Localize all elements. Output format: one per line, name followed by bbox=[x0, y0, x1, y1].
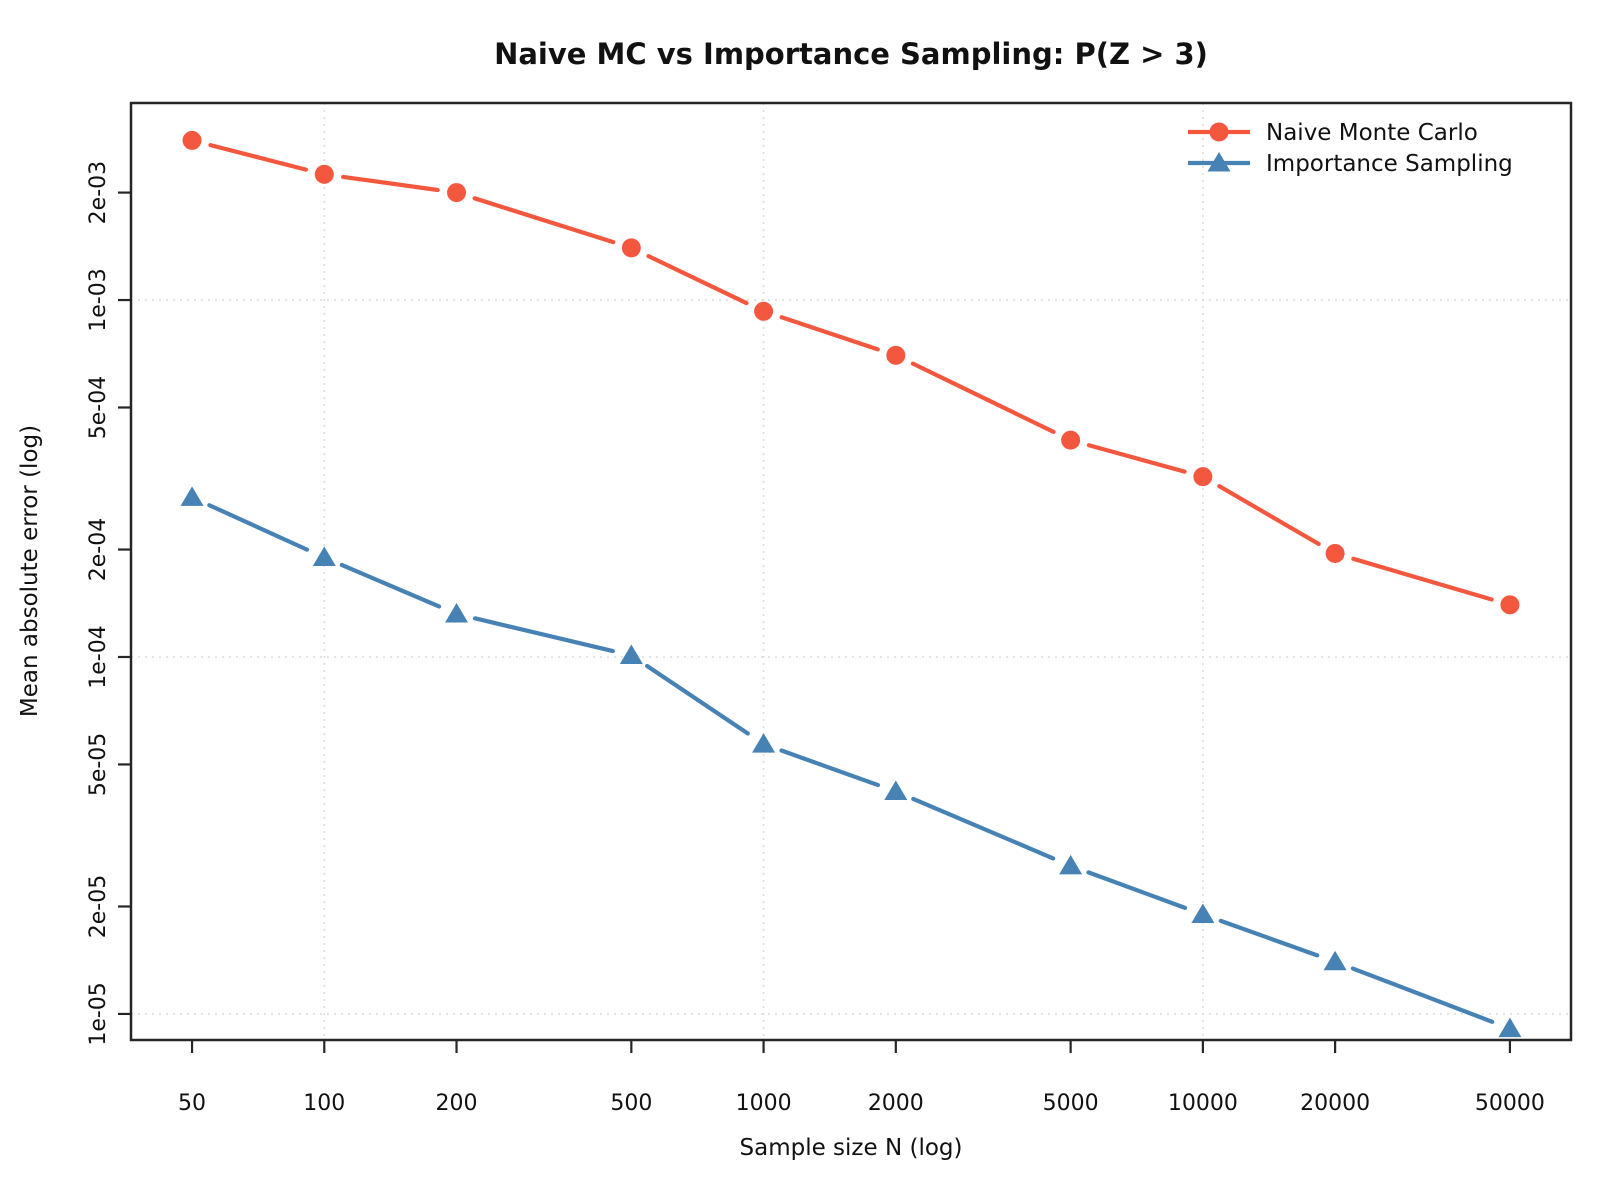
y-tick-label: 1e-03 bbox=[86, 268, 111, 331]
data-point-triangle bbox=[1498, 1017, 1522, 1038]
series-line-segment bbox=[1217, 484, 1321, 547]
data-point-triangle bbox=[180, 486, 204, 506]
legend-item-label: Naive Monte Carlo bbox=[1266, 120, 1478, 146]
x-tick-label: 2000 bbox=[868, 1091, 924, 1116]
data-point-circle bbox=[182, 130, 202, 150]
data-point-circle bbox=[1193, 467, 1213, 487]
data-point-triangle bbox=[884, 780, 908, 800]
x-tick-label: 50000 bbox=[1475, 1091, 1545, 1116]
series-line-segment bbox=[1350, 966, 1495, 1024]
y-tick-label: 2e-04 bbox=[86, 518, 111, 581]
series-line-segment bbox=[1351, 556, 1494, 602]
data-point-triangle bbox=[752, 733, 776, 753]
data-point-triangle bbox=[1191, 903, 1215, 923]
data-point-circle bbox=[621, 238, 641, 258]
series-line-segment bbox=[646, 253, 749, 306]
data-point-circle bbox=[754, 301, 774, 321]
x-tick-label: 200 bbox=[436, 1091, 478, 1116]
legend-marker-triangle bbox=[1207, 152, 1231, 172]
y-tick-label: 5e-05 bbox=[86, 733, 111, 796]
data-point-circle bbox=[1500, 595, 1520, 615]
series-line-segment bbox=[645, 663, 750, 736]
y-tick-label: 2e-03 bbox=[86, 161, 111, 224]
data-point-triangle bbox=[445, 602, 469, 623]
series-line-segment bbox=[339, 562, 442, 609]
y-axis-title: Mean absolute error (log) bbox=[17, 424, 43, 718]
chart-title: Naive MC vs Importance Sampling: P(Z > 3… bbox=[494, 37, 1208, 71]
legend-marker-circle bbox=[1209, 122, 1229, 142]
series-line-segment bbox=[1086, 443, 1187, 474]
data-point-circle bbox=[447, 183, 467, 203]
plot-frame bbox=[129, 101, 1573, 1042]
data-point-triangle bbox=[312, 546, 336, 566]
x-tick-label: 50 bbox=[178, 1091, 206, 1116]
x-axis-title: Sample size N (log) bbox=[739, 1135, 963, 1161]
series-line-segment bbox=[208, 143, 308, 172]
y-tick-label: 5e-04 bbox=[86, 376, 111, 439]
y-tick-label: 1e-04 bbox=[86, 625, 111, 688]
x-tick-label: 20000 bbox=[1300, 1091, 1370, 1116]
series-line-segment bbox=[472, 196, 616, 245]
series-line-segment bbox=[910, 361, 1056, 434]
series-line-segment bbox=[911, 796, 1056, 861]
series-line-segment bbox=[341, 174, 440, 193]
x-tick-label: 100 bbox=[303, 1091, 345, 1116]
data-point-circle bbox=[1061, 430, 1081, 450]
data-point-circle bbox=[314, 164, 334, 184]
series-line-segment bbox=[1086, 870, 1188, 910]
series-line-segment bbox=[472, 616, 615, 654]
data-point-circle bbox=[1325, 543, 1345, 563]
x-tick-label: 10000 bbox=[1168, 1091, 1238, 1116]
y-tick-label: 1e-05 bbox=[86, 982, 111, 1045]
data-point-triangle bbox=[1323, 950, 1347, 971]
data-point-circle bbox=[886, 345, 906, 365]
series-line-segment bbox=[779, 315, 880, 352]
x-tick-label: 1000 bbox=[736, 1091, 792, 1116]
legend-item-label: Importance Sampling bbox=[1266, 151, 1513, 177]
x-tick-label: 500 bbox=[610, 1091, 652, 1116]
series-line-segment bbox=[779, 748, 881, 788]
x-tick-label: 5000 bbox=[1043, 1091, 1099, 1116]
y-tick-label: 2e-05 bbox=[86, 875, 111, 938]
series-line-segment bbox=[1218, 918, 1320, 958]
data-point-triangle bbox=[1059, 854, 1083, 875]
data-point-triangle bbox=[619, 644, 643, 664]
series-line-segment bbox=[207, 503, 310, 552]
